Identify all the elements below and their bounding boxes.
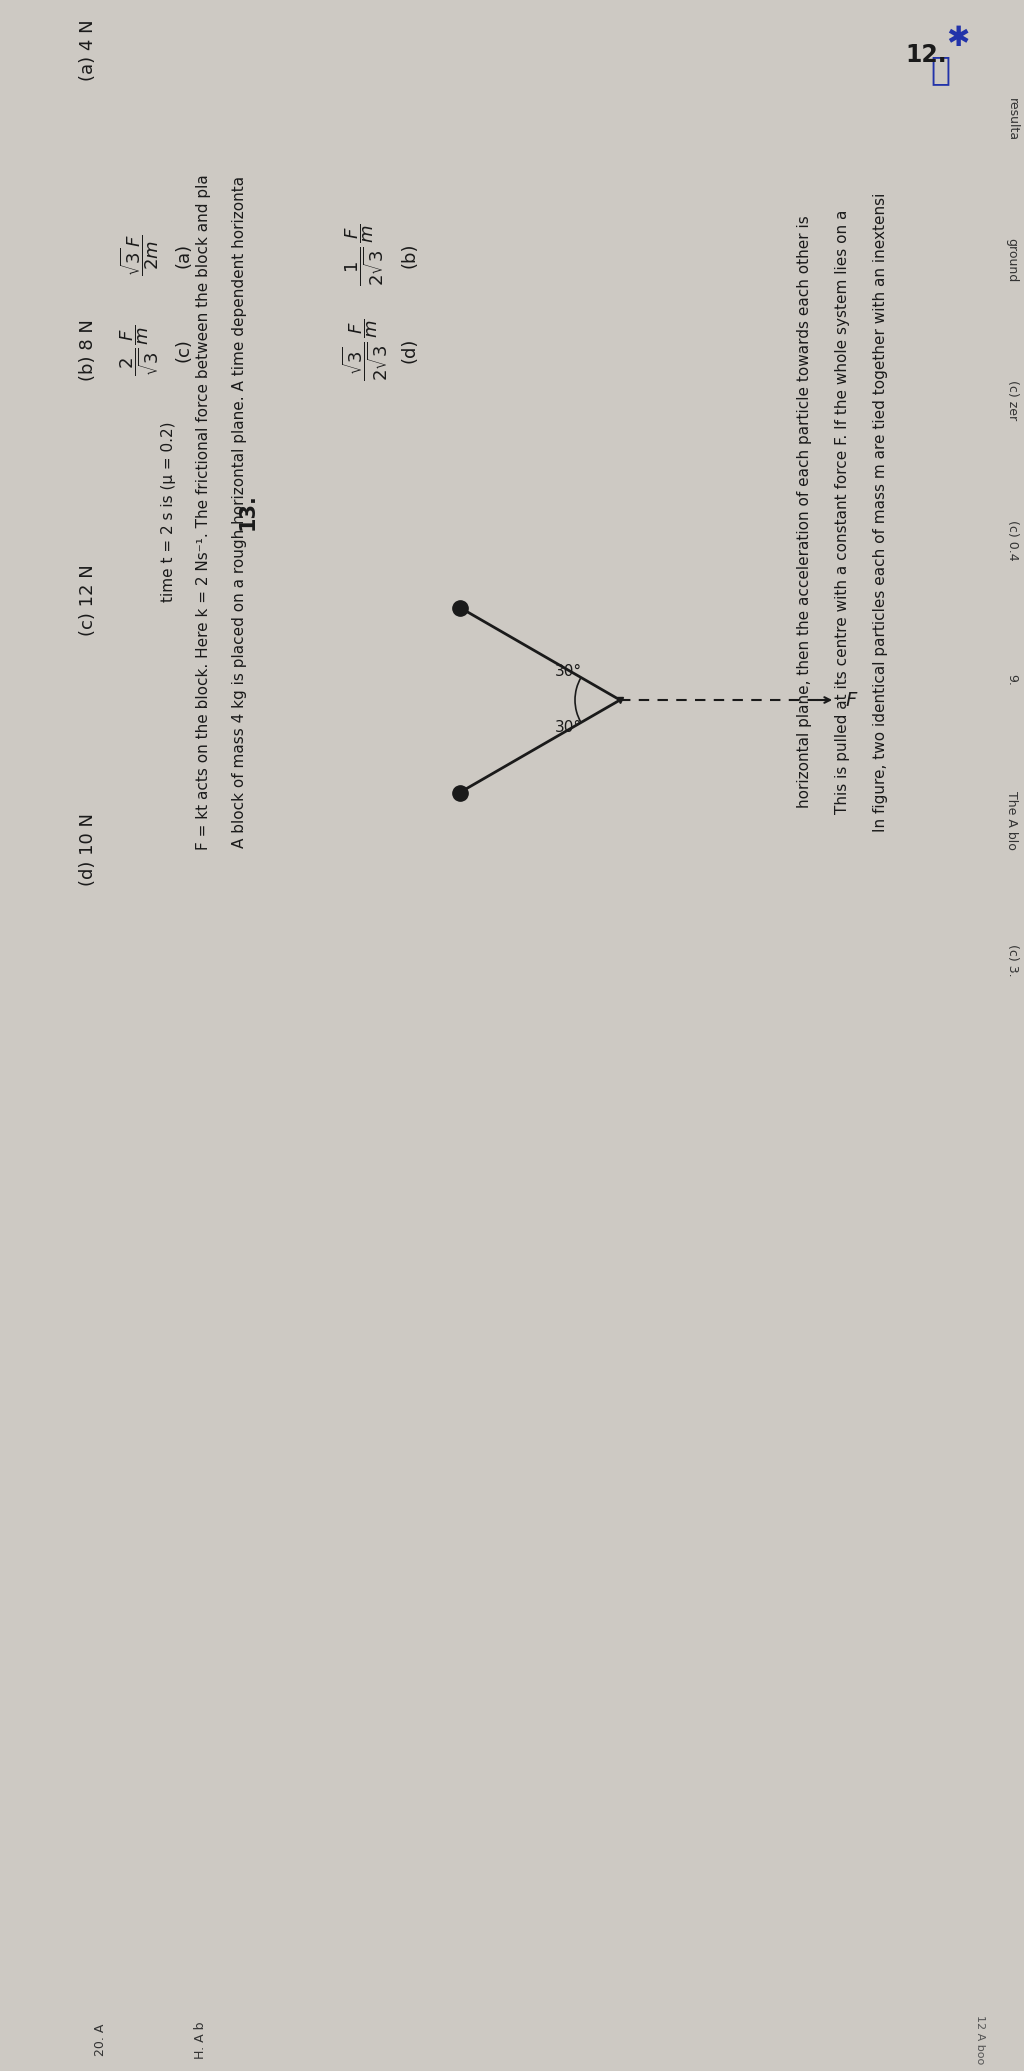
- Text: The A blo: The A blo: [1006, 791, 1019, 849]
- Text: (d) 10 N: (d) 10 N: [79, 814, 97, 886]
- Text: 12.: 12.: [905, 43, 946, 66]
- Text: (c) zer: (c) zer: [1006, 379, 1019, 420]
- Text: F = kt acts on the block. Here k = 2 Ns⁻¹. The frictional force between the bloc: F = kt acts on the block. Here k = 2 Ns⁻…: [197, 174, 212, 849]
- Text: (d): (d): [400, 338, 418, 362]
- Text: horizontal plane, then the acceleration of each particle towards each other is: horizontal plane, then the acceleration …: [797, 215, 811, 808]
- Text: 30°: 30°: [554, 721, 582, 735]
- Text: $\dfrac{2}{\sqrt{3}}\,\dfrac{F}{m}$: $\dfrac{2}{\sqrt{3}}\,\dfrac{F}{m}$: [119, 325, 162, 375]
- Text: (c) 12 N: (c) 12 N: [79, 563, 97, 636]
- Text: $\dfrac{1}{2\sqrt{3}}\,\dfrac{F}{m}$: $\dfrac{1}{2\sqrt{3}}\,\dfrac{F}{m}$: [344, 224, 386, 286]
- Text: 12 A boo: 12 A boo: [975, 2015, 985, 2065]
- Text: ground: ground: [1006, 238, 1019, 282]
- Text: 30°: 30°: [554, 665, 582, 679]
- Text: ✱: ✱: [946, 25, 970, 52]
- Text: $\dfrac{\sqrt{3}}{2\sqrt{3}}\,\dfrac{F}{m}$: $\dfrac{\sqrt{3}}{2\sqrt{3}}\,\dfrac{F}{…: [340, 319, 390, 381]
- Text: In figure, two identical particles each of mass m are tied together with an inex: In figure, two identical particles each …: [872, 193, 888, 833]
- Text: ꜁: ꜁: [930, 54, 950, 87]
- Text: $\dfrac{\sqrt{3}\,F}{2m}$: $\dfrac{\sqrt{3}\,F}{2m}$: [119, 234, 162, 275]
- Text: 13.: 13.: [238, 493, 258, 530]
- Text: (b): (b): [400, 242, 418, 267]
- Text: (c) 0.4: (c) 0.4: [1006, 520, 1019, 561]
- Text: H. A b: H. A b: [194, 2021, 207, 2059]
- Text: time t = 2 s is (μ = 0.2): time t = 2 s is (μ = 0.2): [161, 422, 175, 603]
- Text: This is pulled at its centre with a constant force F. If the whole system lies o: This is pulled at its centre with a cons…: [835, 209, 850, 814]
- Text: (c): (c): [175, 338, 193, 362]
- Text: A block of mass 4 kg is placed on a rough horizontal plane. A time dependent hor: A block of mass 4 kg is placed on a roug…: [232, 176, 248, 847]
- Text: (c) 3.: (c) 3.: [1006, 944, 1019, 975]
- Text: (a): (a): [175, 242, 193, 267]
- Text: resulta: resulta: [1006, 99, 1019, 141]
- Text: 9.: 9.: [1006, 673, 1019, 686]
- Text: 20. A: 20. A: [93, 2023, 106, 2057]
- Text: (a) 4 N: (a) 4 N: [79, 19, 97, 81]
- Text: (b) 8 N: (b) 8 N: [79, 319, 97, 381]
- Text: $F$: $F$: [845, 690, 858, 710]
